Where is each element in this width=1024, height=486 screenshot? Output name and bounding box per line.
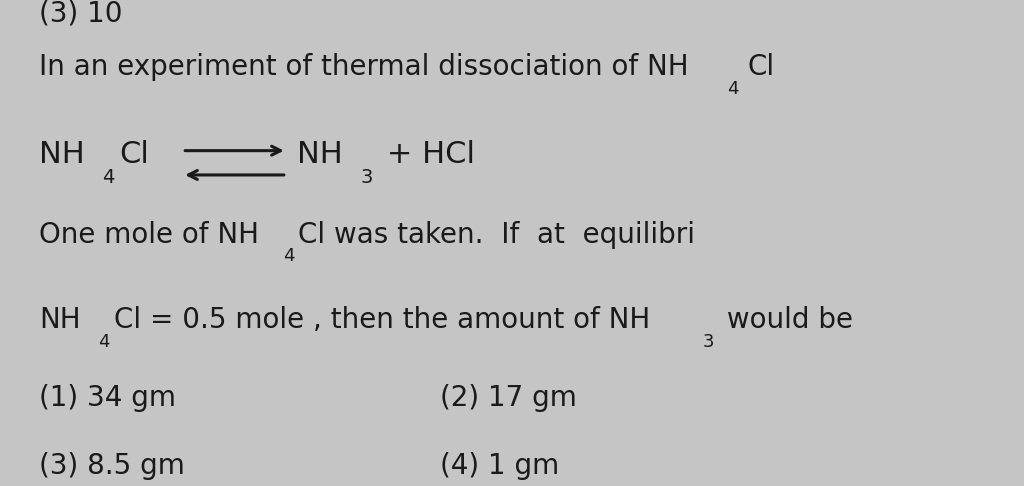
- Text: Cl: Cl: [119, 140, 148, 169]
- Text: One mole of NH: One mole of NH: [39, 221, 259, 249]
- Text: Cl was taken.  If  at  equilibri: Cl was taken. If at equilibri: [298, 221, 695, 249]
- Text: NH: NH: [39, 140, 85, 169]
- Text: NH: NH: [39, 306, 81, 334]
- Text: In an experiment of thermal dissociation of NH: In an experiment of thermal dissociation…: [39, 53, 688, 81]
- Text: 3: 3: [360, 168, 373, 187]
- Text: 4: 4: [727, 80, 738, 98]
- Text: would be: would be: [718, 306, 853, 334]
- Text: + HCl: + HCl: [377, 140, 475, 169]
- Text: 4: 4: [102, 168, 115, 187]
- Text: 3: 3: [702, 332, 714, 350]
- Text: (1) 34 gm: (1) 34 gm: [39, 384, 176, 412]
- Text: 4: 4: [283, 247, 294, 265]
- Text: NH: NH: [297, 140, 343, 169]
- Text: Cl: Cl: [748, 53, 774, 81]
- Text: 4: 4: [98, 332, 110, 350]
- Text: (4) 1 gm: (4) 1 gm: [440, 452, 559, 480]
- Text: (3) 10: (3) 10: [39, 0, 123, 28]
- Text: (2) 17 gm: (2) 17 gm: [440, 384, 578, 412]
- Text: (3) 8.5 gm: (3) 8.5 gm: [39, 452, 184, 480]
- Text: Cl = 0.5 mole , then the amount of NH: Cl = 0.5 mole , then the amount of NH: [114, 306, 650, 334]
